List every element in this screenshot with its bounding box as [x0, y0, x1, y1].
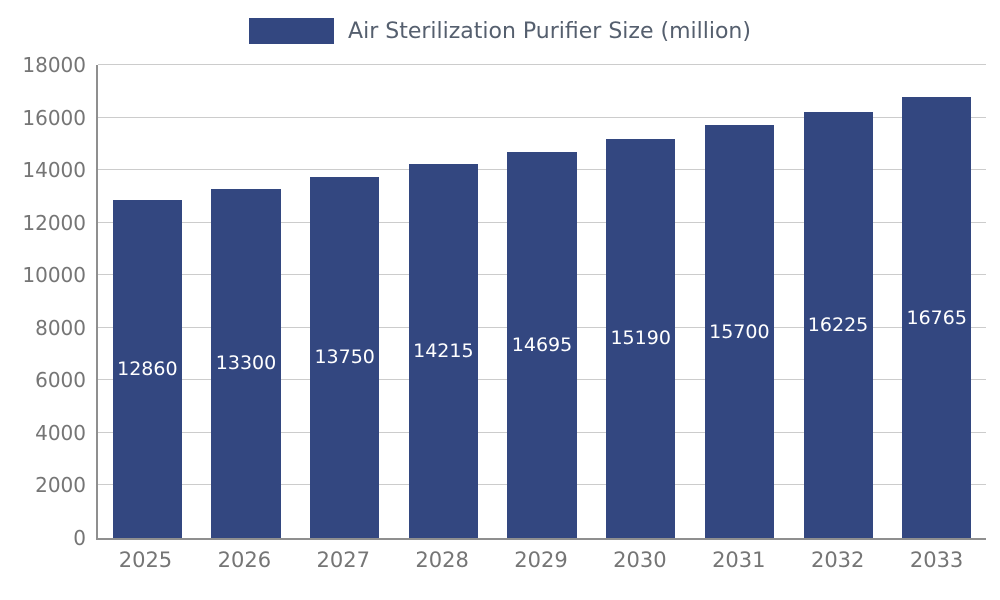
y-tick-label: 16000	[22, 105, 86, 130]
bar-value-label: 14695	[511, 333, 573, 356]
bar-slot: 13300	[197, 65, 296, 538]
bar-slot: 13750	[295, 65, 394, 538]
bar-value-label: 13750	[314, 346, 375, 369]
bar-value-label: 15190	[610, 327, 671, 350]
bar-2028: 14215	[408, 164, 478, 538]
bar-slot: 16765	[887, 65, 986, 538]
bar-2031: 15700	[704, 125, 774, 538]
bar-slot: 15190	[591, 65, 690, 538]
y-axis: 0 2000 4000 6000 8000 10000 12000 14000 16000 180…	[0, 53, 86, 550]
bar-slot: 14695	[493, 65, 592, 538]
bar-2026: 13300	[211, 188, 281, 538]
y-tick-label: 14000	[22, 158, 86, 183]
bar-2029: 14695	[507, 151, 577, 538]
bar-2027: 13750	[310, 176, 380, 538]
bar-slot: 14215	[394, 65, 493, 538]
x-tick-label: 2028	[415, 548, 469, 572]
bars-container: 12860 13300 13750 14215 14695 15190 15700 16225…	[98, 65, 986, 538]
y-tick-label: 10000	[22, 263, 86, 288]
bar-2033: 16765	[902, 97, 972, 538]
legend: Air Sterilization Purifier Size (million…	[0, 16, 1000, 46]
bar-value-label: 16765	[906, 306, 967, 329]
x-axis: 2025 2026 2027 2028 2029 2030 2031 2032 2033	[96, 548, 986, 572]
bar-2025: 12860	[112, 200, 182, 538]
bar-value-label: 16225	[807, 313, 869, 336]
y-tick-label: 12000	[22, 210, 86, 235]
x-tick-label: 2027	[316, 548, 370, 572]
bar-value-label: 12860	[117, 358, 178, 381]
y-tick-label: 0	[73, 526, 86, 550]
y-tick-label: 18000	[22, 53, 86, 77]
x-tick-label: 2030	[613, 548, 667, 572]
bar-slot: 12860	[98, 65, 197, 538]
x-tick-label: 2025	[118, 548, 173, 572]
x-tick-label: 2026	[217, 548, 272, 572]
gridline	[98, 64, 986, 65]
bar-slot: 15700	[690, 65, 789, 538]
x-tick-label: 2033	[909, 548, 964, 572]
y-tick-label: 2000	[35, 473, 86, 498]
bar-value-label: 15700	[709, 320, 770, 343]
y-tick-label: 4000	[35, 420, 86, 445]
bar-2032: 16225	[803, 111, 873, 538]
x-tick-label: 2029	[514, 548, 568, 572]
bar-slot: 16225	[789, 65, 888, 538]
y-tick-label: 8000	[35, 315, 86, 340]
chart-title: Air Sterilization Purifier Size (million…	[348, 18, 751, 44]
bar-2030: 15190	[606, 138, 676, 538]
bar-value-label: 13300	[215, 352, 277, 375]
bar-value-label: 14215	[413, 340, 474, 363]
x-tick-label: 2031	[712, 548, 766, 572]
x-tick-label: 2032	[810, 548, 865, 572]
y-tick-label: 6000	[35, 368, 86, 393]
plot-area: 12860 13300 13750 14215 14695 15190 15700 16225…	[96, 64, 986, 540]
gridline	[98, 116, 986, 118]
legend-swatch	[249, 18, 335, 44]
